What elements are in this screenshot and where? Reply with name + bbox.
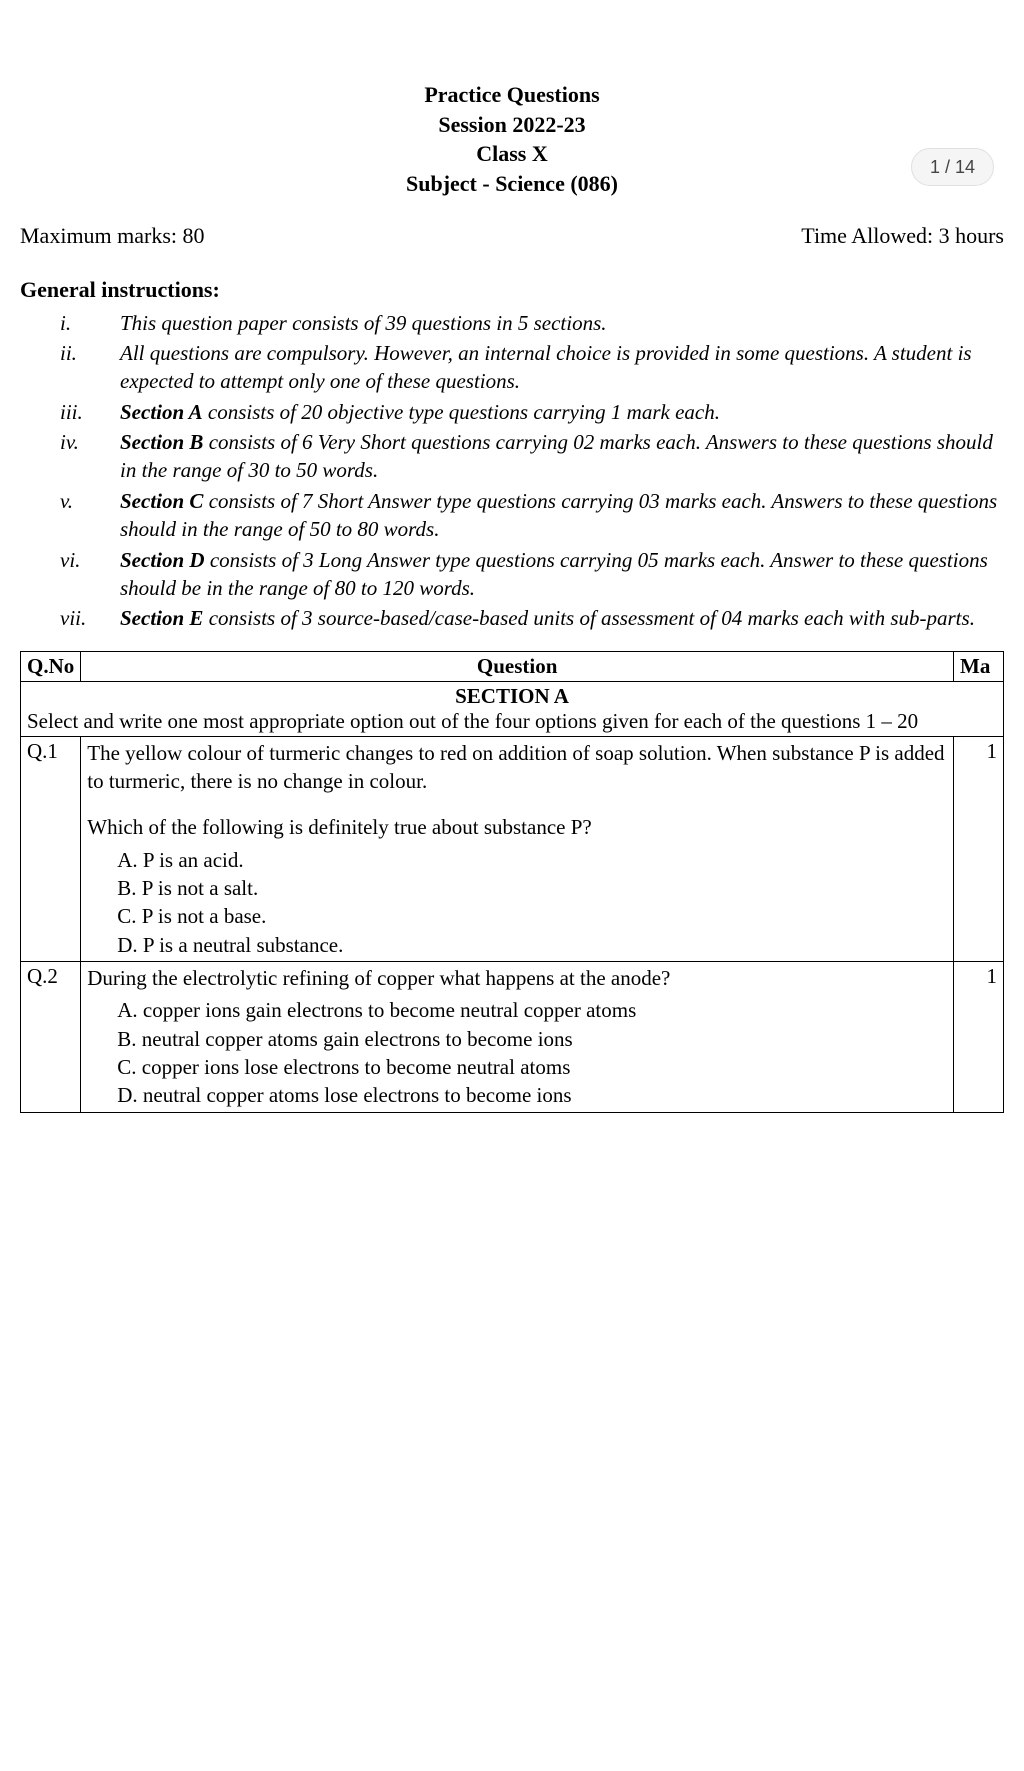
col-qno: Q.No [21,651,81,681]
instruction-item: iii.Section A consists of 20 objective t… [60,398,1004,426]
question-sub: Which of the following is definitely tru… [87,813,947,841]
option-list: A. copper ions gain electrons to become … [87,996,947,1109]
table-header-row: Q.No Question Ma [21,651,1004,681]
section-title: SECTION A [27,684,997,709]
question-table: Q.No Question Ma SECTION ASelect and wri… [20,651,1004,1113]
instruction-item: vii.Section E consists of 3 source-based… [60,604,1004,632]
instruction-number: v. [60,487,120,544]
instruction-text: Section E consists of 3 source-based/cas… [120,604,1004,632]
instruction-item: i.This question paper consists of 39 que… [60,309,1004,337]
option-item: C. P is not a base. [117,902,947,930]
instruction-number: i. [60,309,120,337]
instruction-text: Section B consists of 6 Very Short quest… [120,428,1004,485]
document-header: Practice Questions Session 2022-23 Class… [20,80,1004,199]
instruction-number: iv. [60,428,120,485]
header-line-1: Practice Questions [20,80,1004,110]
cell-marks: 1 [954,961,1004,1112]
option-item: A. P is an acid. [117,846,947,874]
instruction-text: Section D consists of 3 Long Answer type… [120,546,1004,603]
question-stem: During the electrolytic refining of copp… [87,964,947,992]
header-line-4: Subject - Science (086) [20,169,1004,199]
instruction-number: vi. [60,546,120,603]
time-allowed: Time Allowed: 3 hours [801,223,1004,249]
table-row: Q.1The yellow colour of turmeric changes… [21,736,1004,961]
instruction-item: vi.Section D consists of 3 Long Answer t… [60,546,1004,603]
question-stem: The yellow colour of turmeric changes to… [87,739,947,796]
instruction-number: vii. [60,604,120,632]
max-marks: Maximum marks: 80 [20,223,205,249]
header-line-2: Session 2022-23 [20,110,1004,140]
instruction-text: Section A consists of 20 objective type … [120,398,1004,426]
section-subtitle: Select and write one most appropriate op… [27,709,997,734]
option-item: B. P is not a salt. [117,874,947,902]
instruction-item: v.Section C consists of 7 Short Answer t… [60,487,1004,544]
instruction-number: ii. [60,339,120,396]
instruction-item: iv.Section B consists of 6 Very Short qu… [60,428,1004,485]
instruction-text: This question paper consists of 39 quest… [120,309,1004,337]
option-item: D. neutral copper atoms lose electrons t… [117,1081,947,1109]
instruction-text: Section C consists of 7 Short Answer typ… [120,487,1004,544]
cell-qno: Q.2 [21,961,81,1112]
option-item: C. copper ions lose electrons to become … [117,1053,947,1081]
table-row: Q.2During the electrolytic refining of c… [21,961,1004,1112]
col-marks: Ma [954,651,1004,681]
instructions-title: General instructions: [20,277,1004,303]
option-list: A. P is an acid.B. P is not a salt.C. P … [87,846,947,959]
instruction-number: iii. [60,398,120,426]
cell-marks: 1 [954,736,1004,961]
col-question: Question [81,651,954,681]
page-number-badge: 1 / 14 [911,148,994,186]
option-item: D. P is a neutral substance. [117,931,947,959]
cell-question: During the electrolytic refining of copp… [81,961,954,1112]
instruction-text: All questions are compulsory. However, a… [120,339,1004,396]
instructions-list: i.This question paper consists of 39 que… [20,309,1004,633]
option-item: B. neutral copper atoms gain electrons t… [117,1025,947,1053]
header-line-3: Class X [20,139,1004,169]
instruction-item: ii.All questions are compulsory. However… [60,339,1004,396]
cell-qno: Q.1 [21,736,81,961]
cell-question: The yellow colour of turmeric changes to… [81,736,954,961]
section-header-row: SECTION ASelect and write one most appro… [21,681,1004,736]
option-item: A. copper ions gain electrons to become … [117,996,947,1024]
meta-row: Maximum marks: 80 Time Allowed: 3 hours [20,223,1004,249]
